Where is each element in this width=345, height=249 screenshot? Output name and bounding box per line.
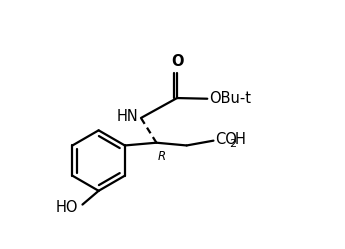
Text: O: O [171,54,184,69]
Text: CO: CO [215,132,237,147]
Text: OBu-t: OBu-t [209,91,252,106]
Text: HO: HO [56,200,78,215]
Text: HN: HN [117,109,138,124]
Text: H: H [234,132,245,147]
Text: 2: 2 [229,139,236,149]
Text: R: R [158,150,166,163]
